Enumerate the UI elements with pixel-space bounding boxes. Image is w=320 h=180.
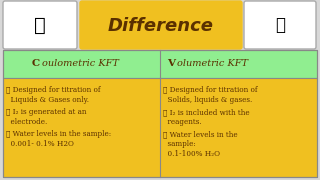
Text: C: C	[32, 60, 40, 69]
Text: 🔬: 🔬	[34, 15, 46, 35]
Text: ➤ I₂ is included with the
  reagents.: ➤ I₂ is included with the reagents.	[163, 108, 250, 126]
Bar	[3, 50, 317, 78]
Bar	[3, 50, 317, 177]
Text: ➤ Designed for titration of
  Liquids & Gases only.: ➤ Designed for titration of Liquids & Ga…	[6, 86, 100, 104]
FancyBboxPatch shape	[244, 1, 316, 49]
Text: ➤ Water levels in the sample:
  0.001- 0.1% H2O: ➤ Water levels in the sample: 0.001- 0.1…	[6, 130, 111, 148]
Text: V: V	[167, 60, 175, 69]
Text: olumetric KFT: olumetric KFT	[177, 60, 248, 69]
Bar	[3, 78, 317, 177]
Text: oulometric KFT: oulometric KFT	[42, 60, 119, 69]
FancyBboxPatch shape	[80, 1, 242, 49]
FancyBboxPatch shape	[3, 1, 77, 49]
Text: ➤ Water levels in the
  sample:
  0.1-100% H₂O: ➤ Water levels in the sample: 0.1-100% H…	[163, 130, 238, 158]
Text: ➤ Designed for titration of
  Solids, liquids & gases.: ➤ Designed for titration of Solids, liqu…	[163, 86, 258, 104]
Text: ➤ I₂ is generated at an
  electrode.: ➤ I₂ is generated at an electrode.	[6, 108, 86, 126]
Text: 🖨: 🖨	[275, 16, 285, 34]
Text: Difference: Difference	[108, 17, 214, 35]
